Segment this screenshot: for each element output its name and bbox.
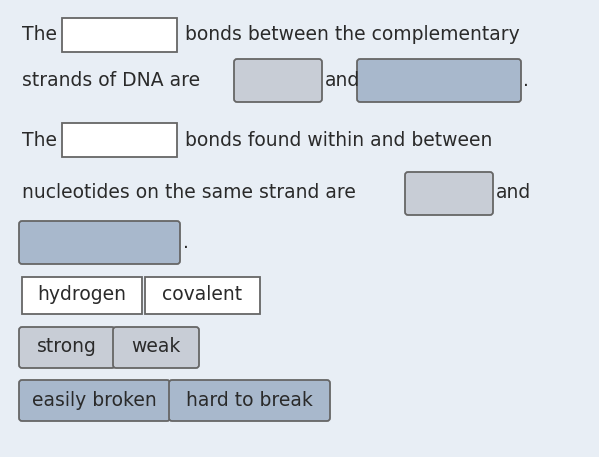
FancyBboxPatch shape	[19, 327, 115, 368]
Text: covalent: covalent	[162, 286, 242, 304]
Text: weak: weak	[131, 338, 181, 356]
FancyBboxPatch shape	[234, 59, 322, 102]
Text: .: .	[183, 233, 189, 251]
Text: The: The	[22, 26, 57, 44]
FancyBboxPatch shape	[62, 123, 177, 157]
Text: hydrogen: hydrogen	[38, 286, 126, 304]
FancyBboxPatch shape	[19, 380, 170, 421]
FancyBboxPatch shape	[62, 18, 177, 52]
FancyBboxPatch shape	[22, 277, 142, 314]
Text: strands of DNA are: strands of DNA are	[22, 70, 200, 90]
Text: The: The	[22, 131, 57, 149]
Text: nucleotides on the same strand are: nucleotides on the same strand are	[22, 184, 356, 202]
Text: bonds found within and between: bonds found within and between	[185, 131, 492, 149]
Text: easily broken: easily broken	[32, 390, 156, 409]
FancyBboxPatch shape	[357, 59, 521, 102]
Text: strong: strong	[37, 338, 97, 356]
Text: hard to break: hard to break	[186, 390, 313, 409]
Text: .: .	[523, 70, 529, 90]
FancyBboxPatch shape	[145, 277, 260, 314]
FancyBboxPatch shape	[19, 221, 180, 264]
Text: bonds between the complementary: bonds between the complementary	[185, 26, 520, 44]
FancyBboxPatch shape	[169, 380, 330, 421]
Text: and: and	[325, 70, 360, 90]
FancyBboxPatch shape	[405, 172, 493, 215]
Text: and: and	[496, 184, 531, 202]
FancyBboxPatch shape	[113, 327, 199, 368]
